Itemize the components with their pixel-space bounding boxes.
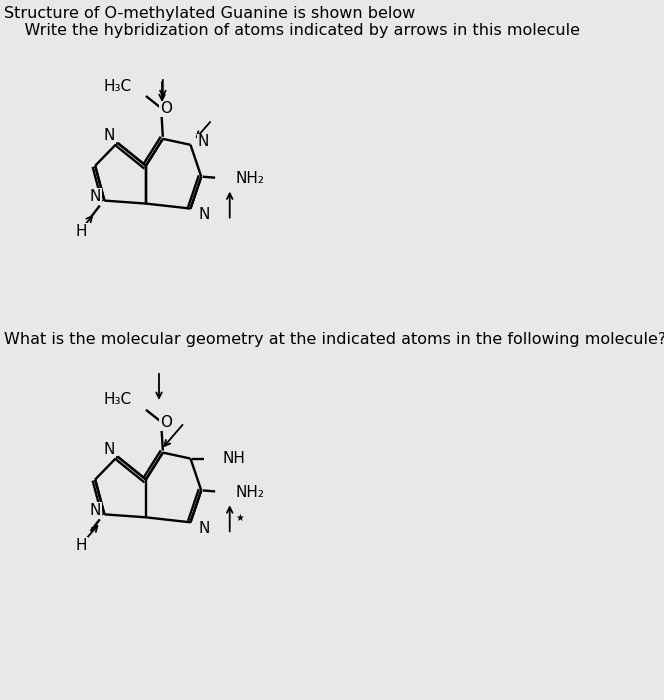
- Text: N: N: [198, 521, 210, 536]
- Text: NH₂: NH₂: [235, 172, 264, 186]
- Text: N: N: [90, 189, 102, 204]
- Text: N: N: [197, 134, 208, 149]
- Text: H: H: [76, 538, 87, 553]
- Text: H: H: [76, 224, 87, 239]
- Text: ★: ★: [235, 513, 244, 524]
- Text: What is the molecular geometry at the indicated atoms in the following molecule?: What is the molecular geometry at the in…: [5, 332, 664, 347]
- Text: N: N: [198, 207, 210, 222]
- Text: O: O: [160, 415, 172, 430]
- Text: O: O: [160, 102, 172, 116]
- Text: N: N: [104, 442, 115, 457]
- Text: N: N: [90, 503, 102, 518]
- Text: Structure of O-methylated Guanine is shown below: Structure of O-methylated Guanine is sho…: [5, 6, 416, 22]
- Text: Write the hybridization of atoms indicated by arrows in this molecule: Write the hybridization of atoms indicat…: [5, 23, 580, 38]
- Text: H₃C: H₃C: [104, 78, 132, 94]
- Text: H₃C: H₃C: [104, 392, 132, 407]
- Text: NH₂: NH₂: [235, 485, 264, 500]
- Text: NH: NH: [223, 451, 246, 466]
- Text: N: N: [104, 128, 115, 144]
